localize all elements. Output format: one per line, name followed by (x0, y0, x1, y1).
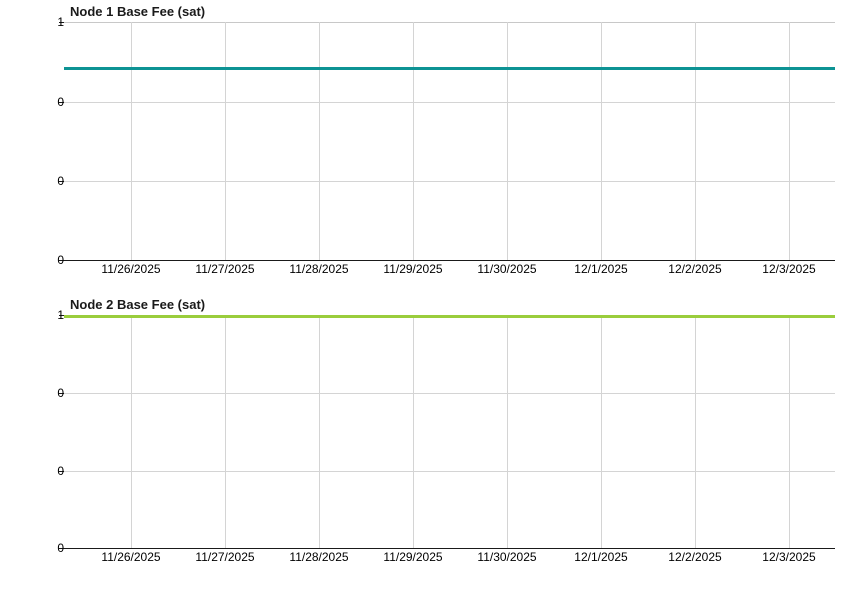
x-tick-label: 12/1/2025 (574, 262, 628, 276)
x-tick-label: 11/27/2025 (195, 262, 255, 276)
x-tick-label: 11/29/2025 (383, 262, 443, 276)
y-tick-label-group: 0 (0, 175, 64, 187)
gridline-vertical (601, 315, 602, 548)
x-tick-label: 11/30/2025 (477, 262, 537, 276)
gridline-vertical (507, 22, 508, 260)
plot-area-chart-1 (64, 22, 835, 260)
plot-area-chart-2 (64, 315, 835, 548)
y-tick-mark (59, 393, 64, 394)
x-tick-label: 12/2/2025 (668, 550, 722, 564)
y-tick-label-group: 0 (0, 465, 64, 477)
gridline-horizontal (64, 102, 835, 103)
gridline-horizontal (64, 393, 835, 394)
gridline-vertical (695, 315, 696, 548)
y-tick-mark (59, 181, 64, 182)
y-tick-label: 0 (57, 174, 64, 188)
series-line-node-1 (64, 67, 835, 70)
y-tick-label-group: 1 (0, 309, 64, 321)
x-tick-label: 11/30/2025 (477, 550, 537, 564)
y-tick-label: 1 (57, 15, 64, 29)
y-tick-label-group: 0 (0, 542, 64, 554)
x-tick-label: 11/26/2025 (101, 262, 161, 276)
x-tick-label: 12/1/2025 (574, 550, 628, 564)
y-tick-mark (59, 260, 64, 261)
x-tick-label: 12/3/2025 (762, 262, 816, 276)
gridline-vertical (131, 315, 132, 548)
y-tick-label-group: 0 (0, 254, 64, 266)
x-tick-label: 11/28/2025 (289, 262, 349, 276)
gridline-vertical (507, 315, 508, 548)
y-tick-label-group: 0 (0, 96, 64, 108)
chart-panel-node-2: Node 2 Base Fee (sat) 1 0 0 0 (0, 293, 860, 583)
gridline-vertical (225, 22, 226, 260)
gridline-vertical (131, 22, 132, 260)
gridline-horizontal (64, 471, 835, 472)
y-tick-label: 0 (57, 541, 64, 555)
gridline-vertical (413, 315, 414, 548)
y-tick-label-group: 1 (0, 16, 64, 28)
y-tick-label: 0 (57, 253, 64, 267)
plot-top-border (64, 22, 835, 23)
chart-panel-node-1: Node 1 Base Fee (sat) 1 0 0 0 (0, 0, 860, 290)
y-tick-label: 1 (57, 308, 64, 322)
gridline-horizontal (64, 181, 835, 182)
y-tick-mark (59, 471, 64, 472)
y-tick-mark (59, 548, 64, 549)
x-tick-label: 12/2/2025 (668, 262, 722, 276)
y-tick-label: 0 (57, 95, 64, 109)
chart-title-node-1: Node 1 Base Fee (sat) (70, 4, 206, 19)
gridline-vertical (695, 22, 696, 260)
y-tick-mark (59, 315, 64, 316)
x-tick-label: 11/27/2025 (195, 550, 255, 564)
x-tick-label: 12/3/2025 (762, 550, 816, 564)
gridline-vertical (789, 22, 790, 260)
x-tick-label: 11/28/2025 (289, 550, 349, 564)
gridline-vertical (319, 315, 320, 548)
chart-title-node-2: Node 2 Base Fee (sat) (70, 297, 206, 312)
y-tick-mark (59, 22, 64, 23)
y-tick-label: 0 (57, 464, 64, 478)
series-line-node-2 (64, 315, 835, 318)
gridline-vertical (789, 315, 790, 548)
y-tick-label-group: 0 (0, 387, 64, 399)
x-tick-label: 11/26/2025 (101, 550, 161, 564)
x-tick-label: 11/29/2025 (383, 550, 443, 564)
x-axis-line-chart-1 (64, 260, 835, 261)
y-tick-label: 0 (57, 386, 64, 400)
gridline-vertical (319, 22, 320, 260)
x-axis-line-chart-2 (64, 548, 835, 549)
gridline-vertical (413, 22, 414, 260)
y-tick-mark (59, 102, 64, 103)
gridline-vertical (601, 22, 602, 260)
gridline-vertical (225, 315, 226, 548)
